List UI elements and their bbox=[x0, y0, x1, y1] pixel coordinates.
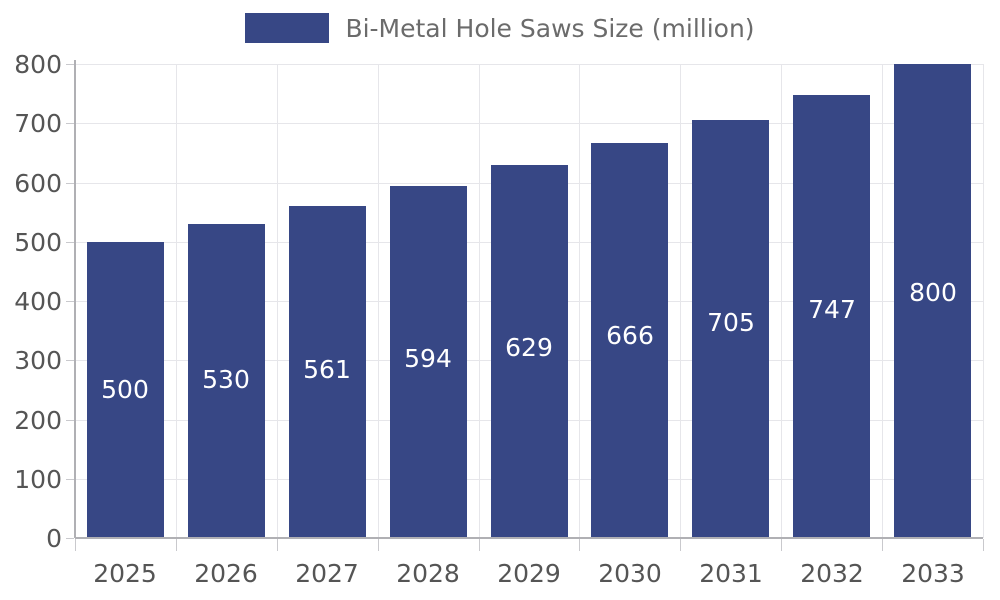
y-axis-tick-label: 600 bbox=[14, 168, 62, 198]
y-axis-tick-label: 800 bbox=[14, 50, 62, 79]
x-axis-tick-mark bbox=[479, 539, 480, 551]
y-axis-tick-label: 500 bbox=[14, 227, 62, 257]
x-axis-tick-label: 2031 bbox=[699, 559, 763, 588]
plot-area: 500 530 561 594 629 666 705 747 800 bbox=[75, 64, 984, 539]
x-axis-tick-mark bbox=[277, 539, 278, 551]
legend-item[interactable]: Bi-Metal Hole Saws Size (million) bbox=[245, 13, 755, 43]
y-axis-tick-label: 400 bbox=[14, 287, 62, 316]
gridline-vertical bbox=[579, 64, 580, 538]
x-axis-tick-mark bbox=[680, 539, 681, 551]
y-axis-tick-mark bbox=[66, 64, 74, 65]
bar[interactable] bbox=[188, 224, 265, 538]
y-axis-tick-label: 0 bbox=[46, 524, 62, 553]
x-axis-tick-label: 2027 bbox=[295, 559, 359, 588]
y-axis-tick-label: 100 bbox=[14, 464, 62, 494]
bar-value-label: 629 bbox=[505, 333, 553, 362]
bar-value-label: 561 bbox=[303, 355, 351, 384]
x-axis-tick-mark bbox=[579, 539, 580, 551]
gridline-vertical bbox=[176, 64, 177, 538]
y-axis-tick-mark bbox=[66, 419, 74, 421]
y-axis-tick-label: 700 bbox=[14, 109, 62, 139]
bar[interactable] bbox=[793, 95, 870, 538]
y-axis-tick-label: 300 bbox=[14, 346, 62, 376]
x-axis-tick-mark bbox=[882, 539, 883, 551]
x-axis-tick-label: 2025 bbox=[93, 559, 157, 588]
gridline-vertical bbox=[882, 64, 883, 538]
bar-value-label: 594 bbox=[404, 344, 452, 373]
gridline-horizontal bbox=[75, 123, 983, 124]
y-axis-tick-mark bbox=[66, 538, 74, 539]
bar[interactable] bbox=[491, 165, 568, 538]
x-axis-tick-label: 2029 bbox=[497, 559, 561, 588]
gridline-vertical bbox=[479, 64, 480, 538]
legend-swatch-icon bbox=[245, 13, 330, 43]
gridline-vertical bbox=[781, 64, 782, 538]
gridline-vertical bbox=[277, 64, 278, 538]
x-axis-tick-mark bbox=[983, 539, 984, 551]
chart-legend: Bi-Metal Hole Saws Size (million) bbox=[0, 0, 1000, 56]
x-axis-spine bbox=[75, 537, 983, 539]
bar-value-label: 530 bbox=[202, 365, 250, 394]
bar[interactable] bbox=[692, 120, 769, 538]
y-axis-tick-mark bbox=[66, 123, 74, 125]
x-axis-tick-mark bbox=[75, 539, 76, 551]
x-axis-tick-mark bbox=[378, 539, 379, 551]
y-axis-tick-label: 200 bbox=[14, 405, 62, 435]
x-axis-tick-mark bbox=[781, 539, 782, 551]
y-axis-spine bbox=[74, 60, 76, 538]
y-axis-tick-mark bbox=[66, 301, 74, 302]
gridline-vertical bbox=[680, 64, 681, 538]
x-axis-tick-label: 2033 bbox=[901, 559, 965, 588]
bar[interactable] bbox=[87, 242, 164, 538]
bar-value-label: 500 bbox=[101, 375, 149, 404]
y-axis-tick-mark bbox=[66, 478, 74, 480]
bar-value-label: 666 bbox=[606, 321, 654, 350]
legend-item-label: Bi-Metal Hole Saws Size (million) bbox=[345, 13, 755, 43]
x-axis-tick-label: 2028 bbox=[396, 559, 460, 588]
y-axis-tick-mark bbox=[66, 241, 74, 243]
bar-value-label: 800 bbox=[909, 278, 957, 307]
bar[interactable] bbox=[289, 206, 366, 538]
gridline-vertical bbox=[378, 64, 379, 538]
x-axis-tick-mark bbox=[176, 539, 177, 551]
bar[interactable] bbox=[390, 186, 467, 538]
bar-value-label: 705 bbox=[707, 308, 755, 337]
bar-value-label: 747 bbox=[808, 295, 856, 324]
gridline-horizontal bbox=[75, 64, 983, 65]
x-axis-tick-label: 2026 bbox=[194, 559, 258, 588]
bar[interactable] bbox=[591, 143, 668, 538]
gridline-vertical bbox=[983, 64, 984, 538]
y-axis-tick-mark bbox=[66, 360, 74, 362]
bar[interactable] bbox=[894, 64, 971, 538]
x-axis-tick-label: 2032 bbox=[800, 559, 864, 588]
x-axis-tick-label: 2030 bbox=[598, 559, 662, 588]
y-axis-tick-mark bbox=[66, 182, 74, 184]
